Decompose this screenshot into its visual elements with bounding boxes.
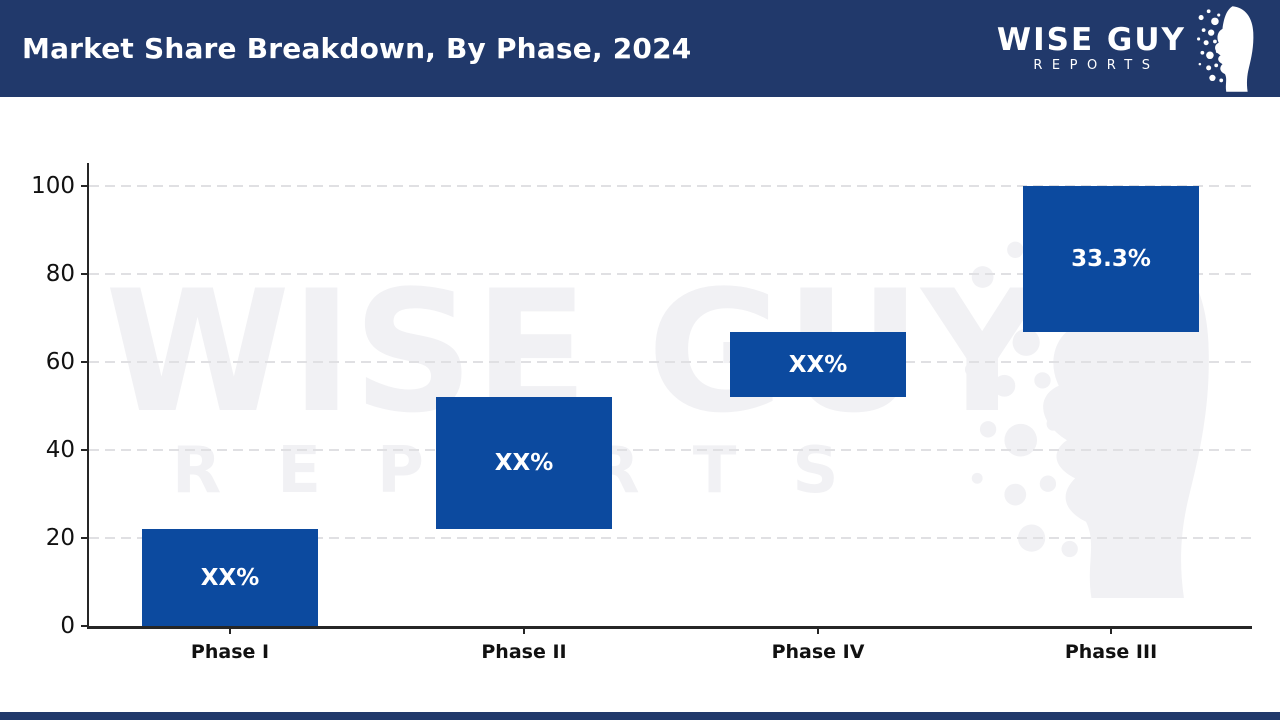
brand-face-icon bbox=[1197, 5, 1254, 92]
brand-logo: WISE GUY REPORTS bbox=[997, 5, 1258, 93]
y-axis-tick-60 bbox=[81, 360, 89, 363]
y-axis-tick-20 bbox=[81, 536, 89, 539]
bar-phase-i: XX% bbox=[142, 529, 318, 626]
x-axis-tick-phase-iii bbox=[1110, 626, 1112, 634]
y-axis-spine bbox=[87, 163, 89, 629]
x-axis-label-phase-i: Phase I bbox=[190, 641, 270, 663]
x-axis-label-phase-iv: Phase IV bbox=[771, 641, 865, 663]
bar-value-label: 33.3% bbox=[1071, 245, 1151, 272]
y-axis-tick-100 bbox=[81, 184, 89, 187]
page-title: Market Share Breakdown, By Phase, 2024 bbox=[22, 32, 692, 65]
y-axis-tick-0 bbox=[81, 625, 89, 627]
x-axis-tick-phase-ii bbox=[523, 626, 525, 634]
y-axis-label-100: 100 bbox=[31, 172, 75, 199]
brand-subtitle: REPORTS bbox=[1033, 57, 1160, 73]
gridline-y-20 bbox=[89, 536, 1252, 539]
y-axis-label-60: 60 bbox=[45, 348, 75, 375]
gridline-y-80 bbox=[89, 272, 1252, 275]
y-axis-tick-80 bbox=[81, 272, 89, 275]
x-axis-tick-phase-iv bbox=[817, 626, 819, 634]
header-bar: Market Share Breakdown, By Phase, 2024 W… bbox=[0, 0, 1280, 97]
gridline-y-40 bbox=[89, 448, 1252, 451]
bar-value-label: XX% bbox=[788, 351, 848, 378]
x-axis-spine bbox=[87, 626, 1252, 629]
bar-phase-iii: 33.3% bbox=[1023, 185, 1199, 333]
x-axis-tick-phase-i bbox=[229, 626, 231, 634]
bar-value-label: XX% bbox=[200, 564, 260, 591]
y-axis-tick-40 bbox=[81, 448, 89, 451]
x-axis-label-phase-iii: Phase III bbox=[1064, 641, 1158, 663]
brand-logo-text: WISE GUY REPORTS bbox=[997, 24, 1186, 73]
bar-phase-iv: XX% bbox=[730, 332, 906, 397]
bar-value-label: XX% bbox=[494, 450, 554, 476]
y-axis-label-0: 0 bbox=[60, 613, 75, 639]
gridline-y-60 bbox=[89, 360, 1252, 363]
gridline-y-100 bbox=[89, 184, 1252, 187]
footer-bar bbox=[0, 712, 1280, 720]
y-axis-label-80: 80 bbox=[45, 260, 75, 287]
y-axis-label-20: 20 bbox=[45, 524, 75, 551]
bar-phase-ii: XX% bbox=[436, 396, 612, 530]
brand-name: WISE GUY bbox=[996, 22, 1186, 59]
y-axis-label-40: 40 bbox=[45, 436, 75, 463]
x-axis-label-phase-ii: Phase II bbox=[481, 641, 567, 663]
